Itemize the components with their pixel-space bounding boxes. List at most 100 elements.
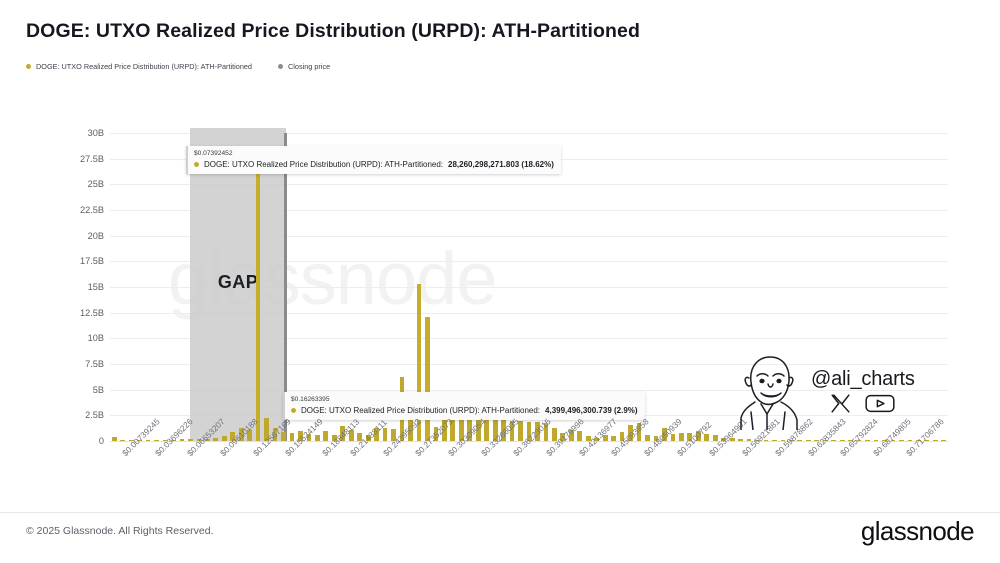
bar[interactable]: [890, 439, 896, 441]
bar[interactable]: [746, 439, 752, 441]
bar[interactable]: [171, 439, 176, 441]
bar[interactable]: [670, 433, 676, 441]
bar[interactable]: [154, 439, 159, 441]
bar[interactable]: [230, 431, 236, 441]
bar[interactable]: [162, 439, 168, 441]
bar[interactable]: [120, 439, 126, 441]
bar[interactable]: [247, 429, 253, 441]
bar[interactable]: [873, 439, 879, 441]
bar[interactable]: [137, 439, 142, 441]
bar[interactable]: [416, 283, 422, 441]
bar[interactable]: [450, 418, 456, 441]
bar[interactable]: [492, 420, 498, 441]
bar[interactable]: [526, 421, 532, 441]
bar[interactable]: [196, 439, 202, 441]
bar[interactable]: [145, 439, 151, 441]
bar[interactable]: [856, 439, 862, 441]
bar[interactable]: [501, 420, 506, 441]
bar[interactable]: [467, 419, 473, 441]
bar[interactable]: [365, 435, 371, 441]
bar[interactable]: [535, 422, 540, 441]
bar[interactable]: [340, 425, 346, 441]
bar[interactable]: [509, 420, 515, 441]
bar[interactable]: [797, 439, 803, 441]
bar[interactable]: [213, 437, 219, 441]
bar[interactable]: [755, 439, 760, 441]
bar[interactable]: [568, 429, 574, 441]
bar[interactable]: [789, 439, 794, 441]
bar[interactable]: [577, 431, 583, 441]
bar[interactable]: [315, 435, 320, 441]
bar[interactable]: [822, 439, 828, 441]
legend-item-closing-price[interactable]: Closing price: [278, 62, 330, 71]
bar[interactable]: [458, 419, 464, 441]
legend-item-urpd[interactable]: DOGE: UTXO Realized Price Distribution (…: [26, 62, 252, 71]
bar[interactable]: [543, 422, 549, 441]
bar[interactable]: [636, 422, 642, 441]
bar[interactable]: [560, 432, 566, 441]
bar[interactable]: [188, 439, 193, 441]
bar[interactable]: [763, 439, 769, 441]
bar[interactable]: [814, 439, 820, 441]
x-logo-icon[interactable]: [830, 393, 851, 414]
bar[interactable]: [323, 431, 329, 441]
bar[interactable]: [585, 436, 591, 441]
bar[interactable]: [518, 420, 523, 441]
bar[interactable]: [721, 437, 727, 441]
bar[interactable]: [382, 428, 388, 441]
bar[interactable]: [619, 432, 625, 441]
bar[interactable]: [281, 432, 286, 441]
bar[interactable]: [331, 434, 337, 441]
bar[interactable]: [628, 424, 633, 441]
youtube-icon[interactable]: [865, 393, 895, 414]
bar[interactable]: [348, 429, 354, 441]
bar[interactable]: [475, 419, 481, 441]
bar[interactable]: [441, 419, 447, 441]
bar[interactable]: [298, 431, 303, 441]
bar[interactable]: [221, 436, 227, 441]
bar[interactable]: [357, 432, 363, 441]
bar[interactable]: [805, 439, 811, 441]
bar[interactable]: [780, 439, 786, 441]
bar[interactable]: [552, 427, 557, 441]
bar[interactable]: [738, 438, 743, 441]
bar[interactable]: [924, 439, 930, 441]
bar[interactable]: [264, 418, 269, 441]
bar[interactable]: [128, 439, 134, 441]
bar[interactable]: [907, 439, 913, 441]
bar[interactable]: [111, 437, 117, 441]
bar[interactable]: [238, 427, 244, 441]
bar[interactable]: [433, 426, 439, 441]
bar[interactable]: [704, 434, 710, 441]
bar[interactable]: [391, 428, 396, 441]
bar[interactable]: [272, 428, 278, 441]
bar[interactable]: [865, 439, 870, 441]
bar[interactable]: [687, 433, 693, 441]
bar[interactable]: [611, 435, 616, 441]
bar[interactable]: [425, 316, 430, 441]
bar[interactable]: [695, 430, 701, 441]
bar[interactable]: [255, 150, 261, 441]
bar[interactable]: [882, 439, 887, 441]
bar[interactable]: [831, 439, 837, 441]
bar[interactable]: [594, 437, 600, 441]
bar[interactable]: [602, 435, 608, 441]
bar[interactable]: [941, 439, 947, 441]
bar[interactable]: [916, 439, 921, 441]
bar[interactable]: [484, 419, 490, 441]
bar[interactable]: [678, 432, 684, 441]
bar[interactable]: [848, 439, 854, 441]
bar[interactable]: [899, 439, 904, 441]
bar[interactable]: [645, 435, 650, 441]
bar[interactable]: [729, 438, 735, 441]
bar[interactable]: [306, 433, 312, 441]
bar[interactable]: [772, 439, 777, 441]
bar[interactable]: [179, 439, 185, 441]
bar[interactable]: [374, 427, 379, 441]
bar[interactable]: [662, 427, 667, 441]
bar[interactable]: [204, 438, 210, 441]
bar[interactable]: [932, 439, 938, 441]
bar[interactable]: [653, 436, 659, 441]
bar[interactable]: [712, 435, 718, 441]
bar[interactable]: [289, 433, 295, 441]
